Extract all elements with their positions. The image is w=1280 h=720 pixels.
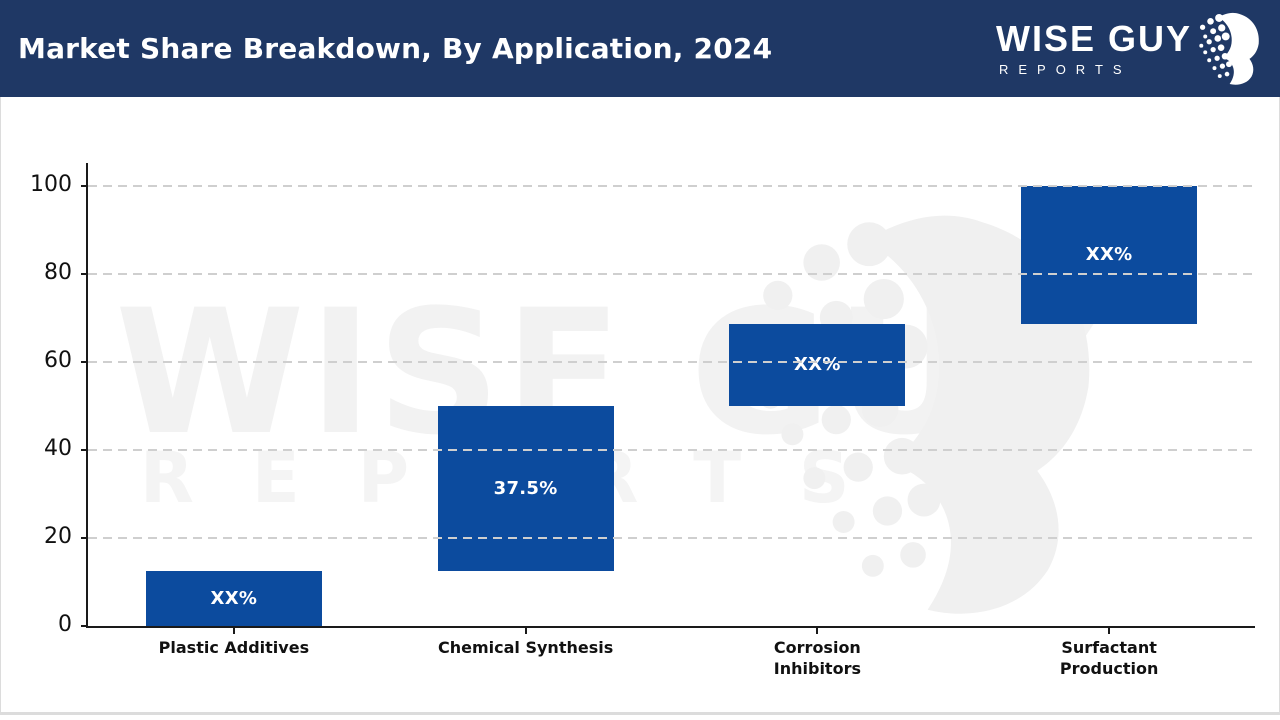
bar-3: XX% <box>729 323 906 406</box>
x-tick <box>524 626 527 634</box>
y-tick-label: 100 <box>30 172 72 197</box>
gridline-20 <box>88 537 1255 539</box>
y-tick-label: 60 <box>44 348 72 373</box>
y-tick <box>81 625 88 627</box>
gridline-80 <box>88 273 1255 275</box>
logo-face-icon <box>1199 12 1259 85</box>
gridline-100 <box>88 185 1255 187</box>
bar-1: XX% <box>145 571 322 626</box>
x-tick <box>232 626 235 634</box>
y-tick-label: 80 <box>44 260 72 285</box>
x-axis <box>86 626 1255 628</box>
y-tick-label: 40 <box>44 436 72 461</box>
bar-value-label: XX% <box>210 588 258 609</box>
x-tick-label: Corrosion Inhibitors <box>773 638 861 678</box>
x-tick <box>816 626 819 634</box>
bar-4: XX% <box>1021 186 1198 324</box>
y-tick <box>81 185 88 187</box>
logo-wordmark-block: WISE GUY REPORTS <box>995 17 1192 77</box>
waterfall-chart: WISE GUY REPORTS XX%Plastic Additives37.… <box>0 97 1280 713</box>
page-title: Market Share Breakdown, By Application, … <box>18 32 773 65</box>
y-tick-label: 0 <box>58 612 72 637</box>
y-tick <box>81 449 88 451</box>
header: Market Share Breakdown, By Application, … <box>0 0 1280 97</box>
y-tick-label: 20 <box>44 524 72 549</box>
bar-2: 37.5% <box>437 406 614 571</box>
logo-wordmark: WISE GUY <box>995 17 1192 59</box>
gridline-60 <box>88 361 1255 363</box>
x-tick-label: Plastic Additives <box>158 638 310 657</box>
bar-value-label: XX% <box>1085 244 1133 266</box>
page-border-left <box>0 97 1 715</box>
x-tick-label: Surfactant Production <box>1059 638 1159 678</box>
bar-value-label: XX% <box>794 354 841 376</box>
gridline-40 <box>88 449 1255 451</box>
page-border-bottom <box>0 712 1280 715</box>
x-tick-label: Chemical Synthesis <box>438 638 614 657</box>
bar-value-label: 37.5% <box>493 478 558 499</box>
x-tick <box>1108 626 1111 634</box>
y-tick <box>81 537 88 539</box>
logo-subtitle: REPORTS <box>998 61 1132 77</box>
y-axis <box>86 163 88 628</box>
brand-logo: WISE GUY REPORTS <box>996 11 1262 87</box>
y-tick <box>81 273 88 275</box>
y-tick <box>81 361 88 363</box>
